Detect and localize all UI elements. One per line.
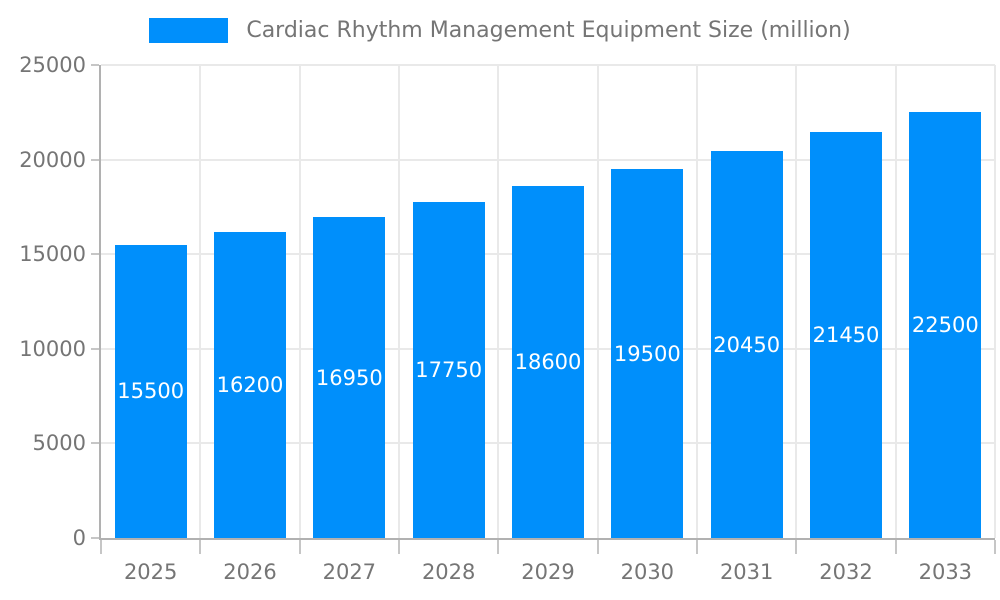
- bar-2029[interactable]: 18600: [512, 186, 584, 538]
- x-tick-mark: [596, 540, 599, 554]
- v-gridline: [696, 65, 698, 538]
- y-axis-label: 25000: [19, 53, 86, 77]
- y-tick-mark: [91, 442, 99, 445]
- bar-value-label: 19500: [613, 341, 681, 366]
- x-tick-mark: [100, 540, 102, 554]
- x-axis-label: 2030: [620, 560, 675, 584]
- bar-2026[interactable]: 16200: [214, 231, 286, 538]
- y-tick-mark: [91, 158, 99, 161]
- x-tick-mark: [795, 540, 798, 554]
- h-gridline: [101, 158, 995, 161]
- v-gridline: [994, 65, 996, 538]
- x-axis-label: 2026: [223, 560, 277, 584]
- x-axis-label: 2029: [521, 560, 575, 584]
- v-gridline: [298, 65, 301, 538]
- bar-2028[interactable]: 17750: [412, 202, 485, 538]
- v-gridline: [596, 65, 599, 538]
- y-axis-label: 20000: [19, 147, 86, 172]
- x-axis-label: 2027: [322, 560, 377, 584]
- v-gridline: [497, 65, 500, 538]
- bar-value-label: 16950: [315, 365, 383, 390]
- bar-2032[interactable]: 21450: [810, 132, 882, 538]
- bar-value-label: 18600: [514, 350, 582, 375]
- x-tick-mark: [894, 540, 897, 554]
- bar-2031[interactable]: 20450: [710, 151, 783, 538]
- x-axis-label: 2028: [421, 560, 476, 584]
- x-tick-mark: [497, 540, 500, 554]
- v-gridline: [398, 65, 400, 538]
- bar-value-label: 17750: [415, 358, 483, 383]
- legend-label: Cardiac Rhythm Management Equipment Size…: [246, 18, 851, 43]
- x-axis-label: 2025: [123, 560, 178, 584]
- bar-value-label: 22500: [911, 313, 979, 338]
- y-tick-mark: [91, 347, 99, 350]
- y-axis-label: 10000: [19, 336, 86, 361]
- y-axis-label: 0: [72, 526, 86, 550]
- legend-swatch-icon: [149, 18, 229, 43]
- x-axis-line: [99, 538, 995, 540]
- h-gridline: [101, 64, 995, 66]
- x-axis-label: 2031: [719, 560, 774, 584]
- x-tick-mark: [398, 540, 400, 554]
- x-tick-mark: [696, 540, 698, 554]
- bar-value-label: 15500: [117, 379, 185, 404]
- bar-2033[interactable]: 22500: [909, 112, 982, 538]
- plot-area: 15500 16200 16950 17750 18600 19500 20450 21450…: [101, 64, 996, 538]
- x-tick-mark: [298, 540, 301, 554]
- bar-value-label: 16200: [216, 372, 284, 397]
- v-gridline: [894, 65, 897, 538]
- y-tick-mark: [91, 253, 99, 256]
- y-tick-mark: [91, 64, 99, 66]
- x-axis-label: 2033: [918, 560, 973, 584]
- x-tick-mark: [994, 540, 996, 554]
- x-axis-label: 2032: [819, 560, 873, 584]
- bar-2025[interactable]: 15500: [114, 244, 187, 538]
- y-axis-line: [99, 65, 101, 540]
- bar-2027[interactable]: 16950: [313, 217, 386, 538]
- legend[interactable]: Cardiac Rhythm Management Equipment Size…: [0, 18, 1000, 43]
- x-tick-mark: [199, 540, 202, 554]
- v-gridline: [199, 65, 202, 538]
- y-axis-label: 15000: [19, 242, 86, 267]
- bar-2030[interactable]: 19500: [611, 169, 684, 538]
- y-tick-mark: [91, 537, 99, 539]
- y-axis-label: 5000: [32, 431, 86, 456]
- v-gridline: [795, 65, 798, 538]
- bar-value-label: 21450: [812, 323, 880, 348]
- bar-value-label: 20450: [713, 332, 781, 357]
